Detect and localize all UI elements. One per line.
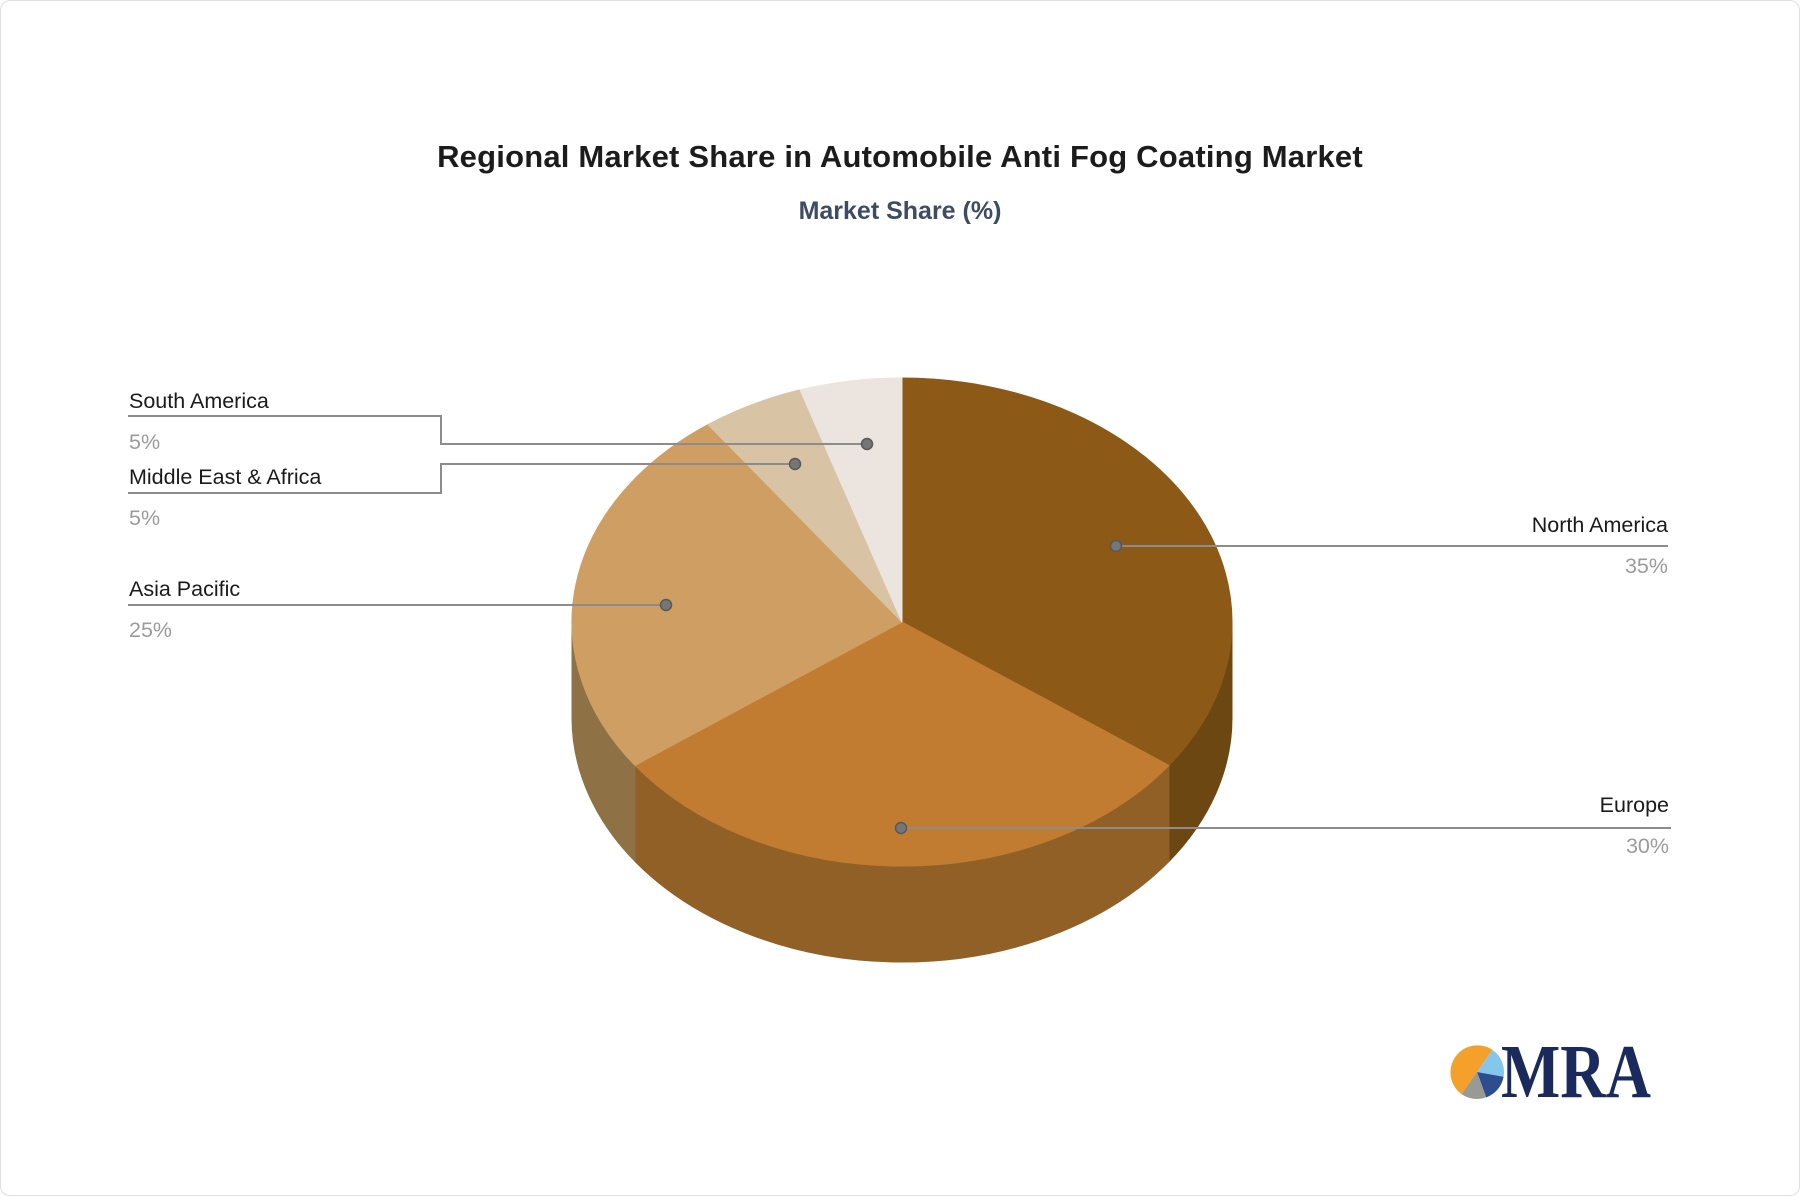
mra-logo-pie-icon [1450,1045,1505,1100]
chart-title: Regional Market Share in Automobile Anti… [437,139,1363,174]
leader-dot-middle-east-africa [788,457,802,471]
logo-pie-slice [1461,1072,1487,1100]
callout-south-america: South America 5% [129,388,269,455]
chart-subtitle: Market Share (%) [798,197,1002,225]
callout-asia-pacific: Asia Pacific 25% [129,576,240,643]
slice-label: Asia Pacific [129,577,241,601]
slice-label: South America [129,389,269,413]
leader-dot-north-america [1109,539,1123,553]
slice-value: 35% [1624,554,1668,578]
callout-middle-east-africa: Middle East & Africa 5% [129,464,321,531]
slice-label: North America [1531,513,1668,537]
slice-value: 5% [129,506,161,530]
leader-dot-asia-pacific [659,598,673,612]
mra-logo-text: MRA [1501,1037,1651,1107]
pie-slice-north-america[interactable] [901,377,1233,767]
pie-slice-europe[interactable] [634,621,1170,867]
callout-europe: Europe 30% [1600,792,1669,859]
leader-dot-south-america [860,437,874,451]
mra-logo: MRA [1450,1037,1651,1107]
pie-slice-asia-pacific[interactable] [571,423,903,767]
slice-value: 30% [1625,834,1669,858]
logo-pie-slice [1477,1049,1505,1077]
slice-label: Middle East & Africa [129,465,322,489]
slice-label: Europe [1599,793,1669,817]
leader-line-south-america [128,415,867,445]
pie-slice-south-america[interactable] [799,377,903,623]
logo-pie-slice [1477,1072,1504,1098]
callout-north-america: North America 35% [1532,512,1668,579]
leader-line-middle-east-africa [128,463,795,494]
slice-value: 25% [129,618,173,642]
leader-dot-europe [894,821,908,835]
slice-value: 5% [129,430,161,454]
logo-pie-slice [1450,1045,1493,1095]
